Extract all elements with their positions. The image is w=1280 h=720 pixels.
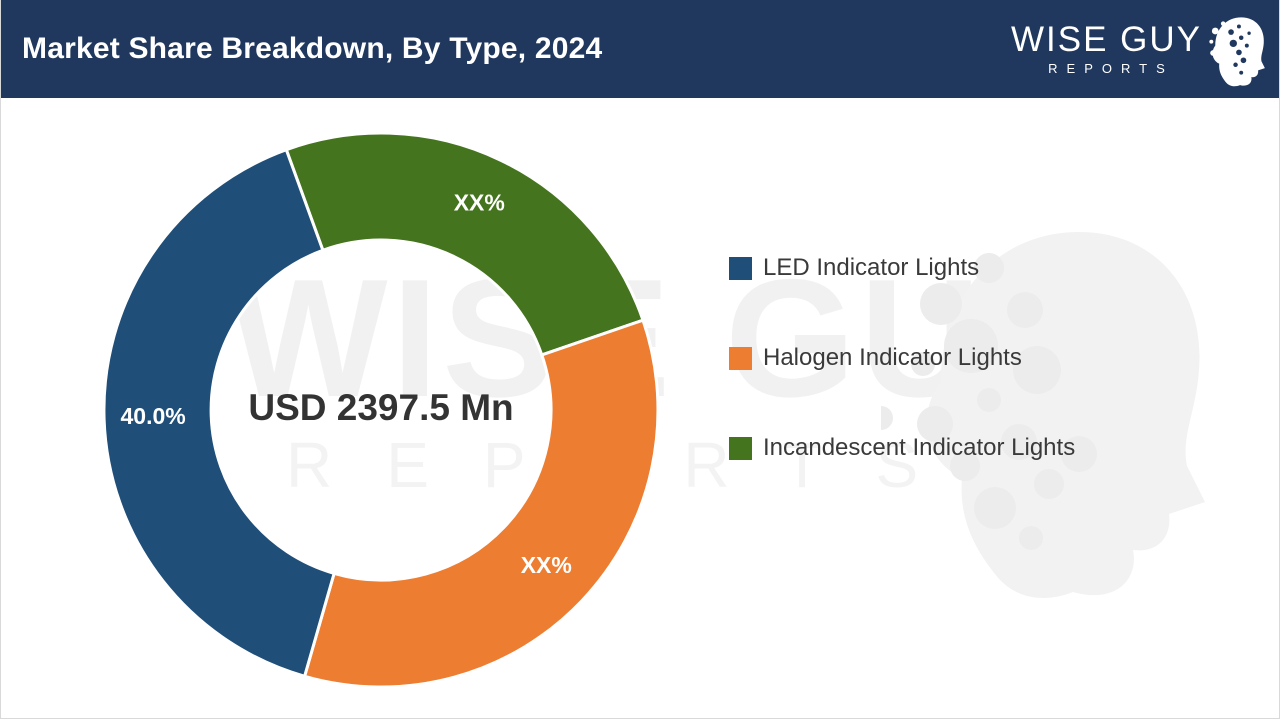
donut-segment-label: XX% <box>454 189 505 215</box>
header-bar: Market Share Breakdown, By Type, 2024 WI… <box>1 0 1279 98</box>
chart-legend: LED Indicator Lights Halogen Indicator L… <box>729 252 1075 522</box>
wiseguy-logo-text: WISE GUY REPORTS <box>1011 22 1202 76</box>
page-title: Market Share Breakdown, By Type, 2024 <box>22 32 603 65</box>
legend-item-led: LED Indicator Lights <box>729 252 1075 284</box>
donut-segment-halogen-indicator-lights <box>302 318 660 689</box>
logo-reports-text: REPORTS <box>1048 61 1174 76</box>
legend-label: Incandescent Indicator Lights <box>763 434 1076 461</box>
legend-swatch-halogen <box>729 346 752 370</box>
donut-segment-incandescent-indicator-lights <box>284 131 645 357</box>
wiseguy-logo: WISE GUY REPORTS <box>1011 8 1266 90</box>
legend-label: Halogen Indicator Lights <box>763 344 1022 371</box>
logo-wordmark: WISE GUY <box>1010 20 1202 59</box>
logo-face-icon <box>1209 17 1265 87</box>
donut-segment-label: 40.0% <box>120 403 185 429</box>
legend-label: LED Indicator Lights <box>763 254 980 281</box>
donut-center-value: USD 2397.5 Mn <box>248 387 514 428</box>
legend-swatch-incandescent <box>729 436 752 460</box>
legend-swatch-led <box>729 256 752 280</box>
legend-item-incandescent: Incandescent Indicator Lights <box>729 432 1075 464</box>
donut-segment-led-indicator-lights <box>102 147 336 679</box>
donut-segment-label: XX% <box>521 552 572 578</box>
legend-item-halogen: Halogen Indicator Lights <box>729 342 1075 374</box>
